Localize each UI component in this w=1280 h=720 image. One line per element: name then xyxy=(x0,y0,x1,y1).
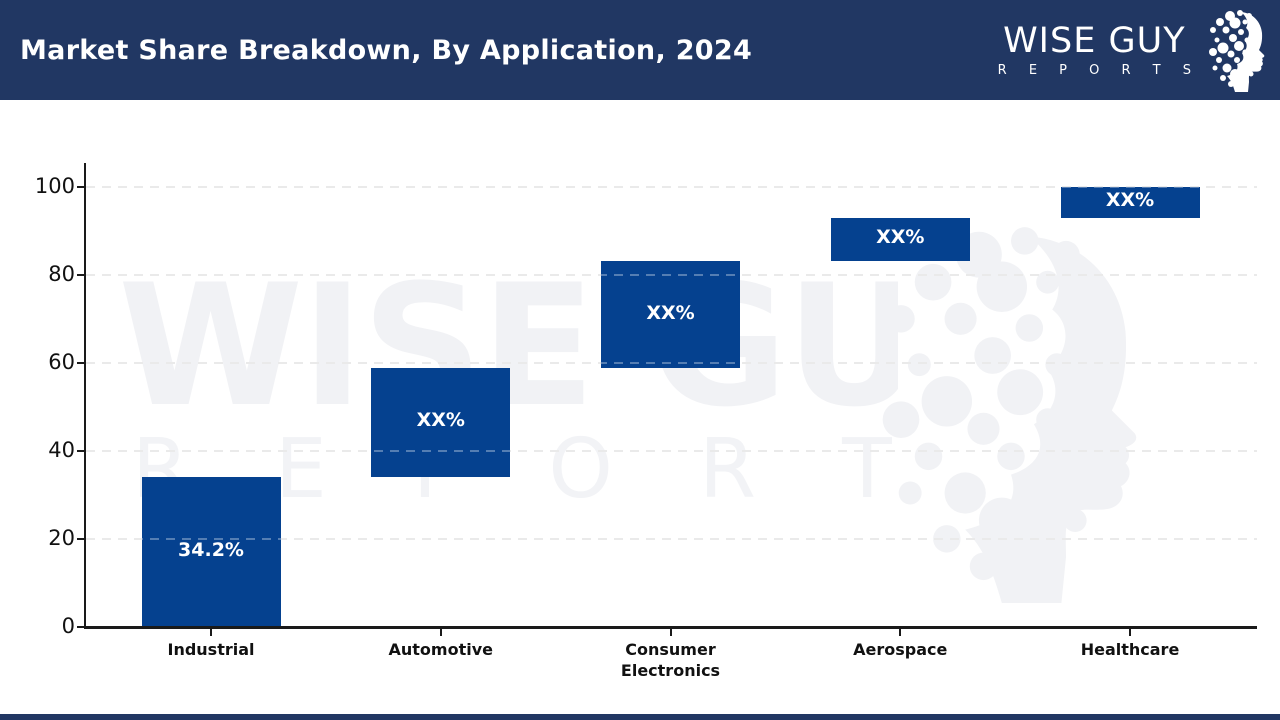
x-tick-mark xyxy=(1129,629,1131,636)
header-bar: Market Share Breakdown, By Application, … xyxy=(0,0,1280,100)
y-tick-mark xyxy=(77,186,85,188)
gridline-overlay xyxy=(86,538,1257,540)
y-tick-label: 100 xyxy=(34,174,75,198)
gridline xyxy=(86,538,1257,540)
brand-logo: WISE GUY R E P O R T S xyxy=(989,6,1270,94)
bar-value-label: XX% xyxy=(876,226,925,249)
x-category-label: Aerospace xyxy=(853,640,948,659)
gridline-overlay xyxy=(86,450,1257,452)
y-tick-label: 40 xyxy=(48,438,75,462)
y-tick-label: 80 xyxy=(48,262,75,286)
y-tick-mark xyxy=(77,450,85,452)
bar-value-label: XX% xyxy=(646,301,695,324)
y-tick-mark xyxy=(77,274,85,276)
x-tick-mark xyxy=(899,629,902,636)
y-tick-mark xyxy=(77,538,85,540)
x-tick-mark xyxy=(669,629,672,636)
gridline-overlay xyxy=(86,186,1257,188)
brand-subtitle: R E P O R T S xyxy=(997,63,1200,78)
wise-guy-head-icon xyxy=(1209,10,1265,92)
bar-automotive xyxy=(371,368,511,477)
gridline-overlay xyxy=(86,274,1257,276)
y-tick-label: 60 xyxy=(48,350,75,374)
x-category-label: Automotive xyxy=(388,640,494,659)
page-title: Market Share Breakdown, By Application, … xyxy=(20,34,753,66)
gridline-overlay xyxy=(86,362,1257,364)
bar-aerospace xyxy=(830,217,970,261)
bar-healthcare xyxy=(1060,187,1200,218)
bar-industrial xyxy=(141,476,281,627)
x-category-label: Consumer Electronics xyxy=(620,640,721,680)
y-tick-mark xyxy=(77,362,85,364)
y-tick-label: 0 xyxy=(61,614,75,638)
y-axis-line xyxy=(84,163,86,629)
bar-value-label: XX% xyxy=(416,409,465,432)
x-category-label: Industrial xyxy=(167,640,255,659)
x-category-label: Healthcare xyxy=(1080,640,1180,659)
brand-name: WISE GUY xyxy=(1003,21,1186,61)
y-tick-mark xyxy=(77,626,85,628)
x-axis-line xyxy=(84,626,1257,629)
x-tick-mark xyxy=(439,629,442,636)
y-tick-label: 20 xyxy=(48,526,75,550)
x-tick-mark xyxy=(210,629,212,636)
footer-strip xyxy=(0,714,1280,720)
brand-text: WISE GUY R E P O R T S xyxy=(989,22,1200,78)
gridline xyxy=(86,186,1257,188)
bar-consumer-electronics xyxy=(601,260,740,369)
bar-value-label: 34.2% xyxy=(178,538,244,561)
bar-value-label: XX% xyxy=(1105,189,1155,212)
gridline xyxy=(86,450,1257,452)
